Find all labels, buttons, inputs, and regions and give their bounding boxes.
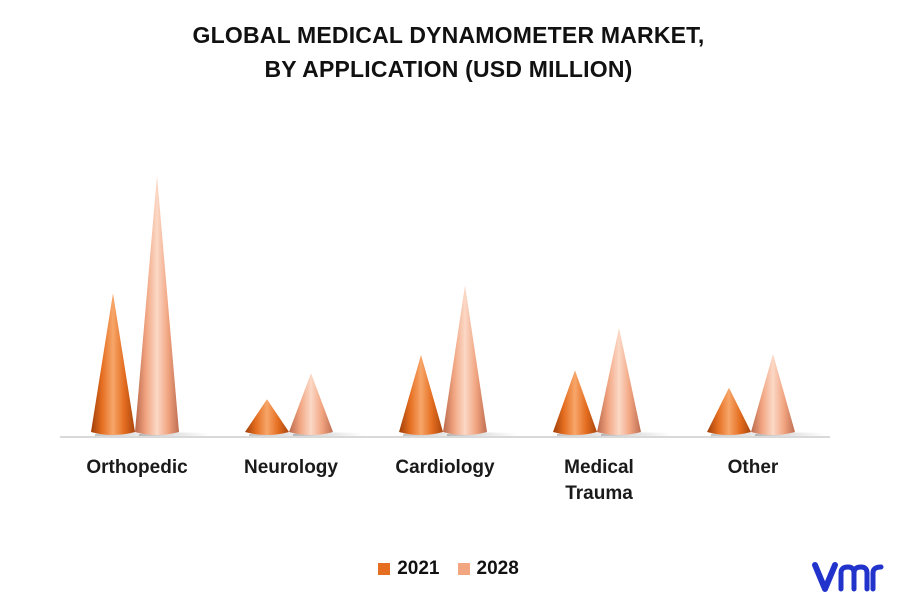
cone-2028-medical-trauma [597,327,641,435]
legend-swatch-2021 [378,563,391,575]
chart-legend: 2021 2028 [0,558,897,580]
legend-item-2021: 2021 [378,558,440,580]
legend-label-2028: 2028 [476,558,519,579]
x-tick-label: Other [683,455,823,481]
x-tick-label-line: Orthopedic [86,457,188,478]
chart-title: GLOBAL MEDICAL DYNAMOMETER MARKET, BY AP… [0,18,897,86]
legend-item-2028: 2028 [457,558,519,580]
x-tick-label-line: Other [727,457,779,478]
cone-2021-orthopedic [91,293,135,435]
x-tick-label-line: Trauma [565,483,633,504]
vmr-logo-icon [812,562,884,592]
x-tick-label: Cardiology [375,455,515,481]
chart-title-line-1: GLOBAL MEDICAL DYNAMOMETER MARKET, [192,22,705,48]
cone-2021-medical-trauma [553,370,597,435]
x-tick-label: Neurology [221,455,361,481]
cone-2021-cardiology [399,354,443,435]
cone-2021-other [707,387,751,435]
cone-2028-other [751,353,795,435]
x-tick-label-line: Medical [564,457,634,478]
cone-2028-cardiology [443,285,487,435]
x-tick-label-line: Neurology [244,457,338,478]
legend-swatch-2028 [457,563,470,575]
chart-title-line-2: BY APPLICATION (USD MILLION) [264,56,633,82]
x-tick-label-line: Cardiology [395,457,495,478]
cone-2028-neurology [289,373,333,435]
x-tick-label: Medical Trauma [529,455,669,507]
cone-2021-neurology [245,399,289,435]
x-tick-label: Orthopedic [67,455,207,481]
cone-2028-orthopedic [135,175,179,436]
legend-label-2021: 2021 [397,558,440,579]
